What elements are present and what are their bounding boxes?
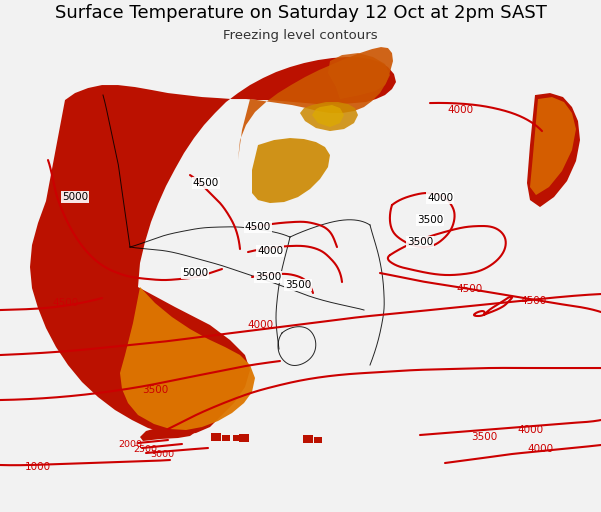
Text: 3500: 3500 xyxy=(142,385,168,395)
Polygon shape xyxy=(314,437,322,443)
Text: Freezing level contours: Freezing level contours xyxy=(223,29,378,41)
Polygon shape xyxy=(328,53,390,99)
Text: 4000: 4000 xyxy=(447,105,473,115)
Text: 3500: 3500 xyxy=(407,237,433,247)
Text: 3000: 3000 xyxy=(150,450,174,459)
Polygon shape xyxy=(530,97,576,195)
Text: 4000: 4000 xyxy=(257,246,283,256)
Text: 5000: 5000 xyxy=(182,268,208,278)
Text: Surface Temperature on Saturday 12 Oct at 2pm SAST: Surface Temperature on Saturday 12 Oct a… xyxy=(55,4,546,22)
Polygon shape xyxy=(252,138,330,203)
Text: 3500: 3500 xyxy=(417,215,443,225)
Text: 4500: 4500 xyxy=(521,296,547,306)
Text: 2500: 2500 xyxy=(133,444,157,454)
Polygon shape xyxy=(140,425,197,441)
Polygon shape xyxy=(300,102,358,131)
Polygon shape xyxy=(222,435,230,441)
Polygon shape xyxy=(233,435,239,441)
Polygon shape xyxy=(303,435,313,443)
Text: 5000: 5000 xyxy=(62,192,88,202)
Text: 1000: 1000 xyxy=(25,462,51,472)
Polygon shape xyxy=(211,433,221,441)
Text: 3500: 3500 xyxy=(255,272,281,282)
Text: 4500: 4500 xyxy=(53,298,79,308)
Text: 4000: 4000 xyxy=(517,425,543,435)
Text: 4500: 4500 xyxy=(193,178,219,188)
Text: 4000: 4000 xyxy=(527,444,553,454)
Text: 3500: 3500 xyxy=(471,432,497,442)
Text: 3500: 3500 xyxy=(285,280,311,290)
Text: 4500: 4500 xyxy=(245,222,271,232)
Text: 2000: 2000 xyxy=(118,439,142,449)
Polygon shape xyxy=(238,47,393,160)
Polygon shape xyxy=(527,93,580,207)
Text: 4000: 4000 xyxy=(247,320,273,330)
Text: 4000: 4000 xyxy=(427,193,453,203)
Polygon shape xyxy=(312,105,344,127)
Polygon shape xyxy=(30,57,396,435)
Text: 4500: 4500 xyxy=(457,284,483,294)
Polygon shape xyxy=(239,434,249,442)
Polygon shape xyxy=(120,287,255,430)
